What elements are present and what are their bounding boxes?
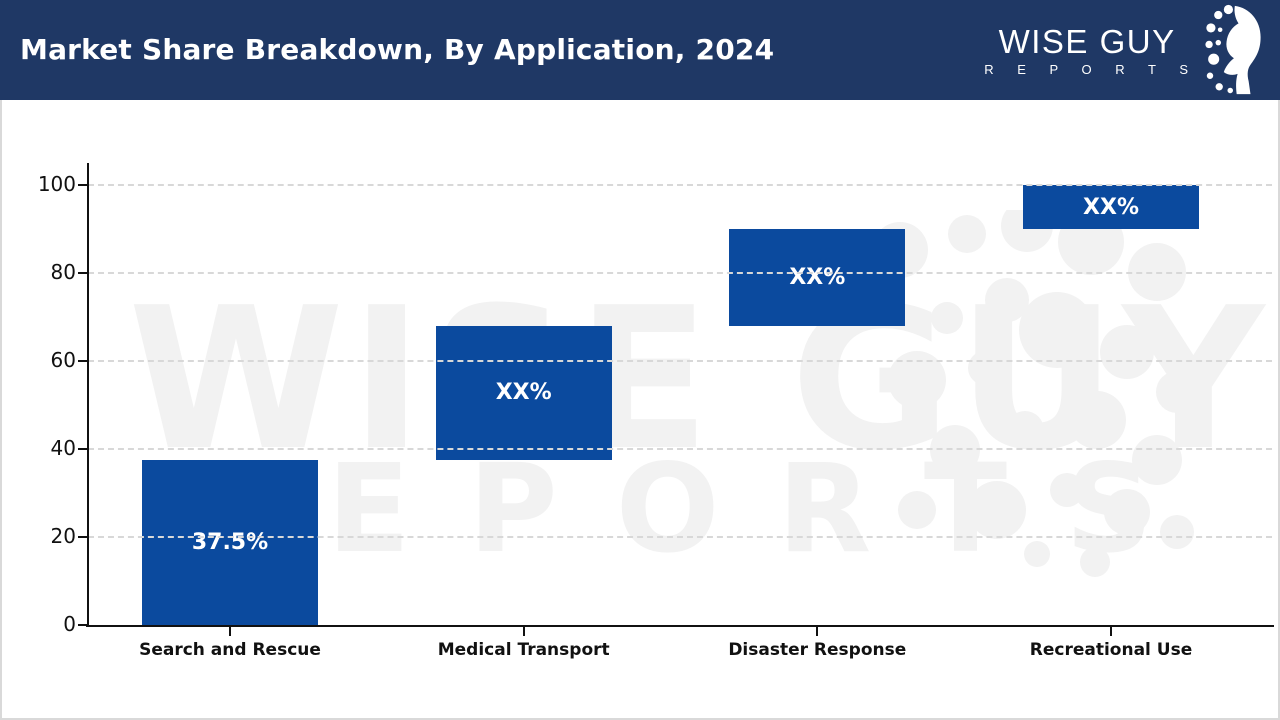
bar-disaster-response: XX% (729, 229, 906, 326)
header-banner: Market Share Breakdown, By Application, … (0, 0, 1280, 100)
logo-name: WISE GUY (998, 22, 1176, 60)
y-tick-label: 80 (50, 260, 76, 284)
x-axis (86, 625, 1274, 627)
logo-tagline: R E P O R T S (984, 61, 1198, 77)
bar-search-and-rescue: 37.5% (142, 460, 318, 625)
gridline-100 (88, 184, 1272, 186)
y-axis (87, 163, 89, 627)
x-category-label: Recreational Use (1029, 640, 1193, 660)
bar-value-label: XX% (495, 380, 552, 406)
page-border-left (0, 100, 2, 720)
gridline-80 (88, 272, 1272, 274)
x-category-label: Disaster Response (728, 640, 907, 660)
bar-value-label: XX% (789, 264, 846, 290)
y-tick-label: 0 (63, 612, 76, 636)
y-tick-label: 40 (50, 436, 76, 460)
bar-recreational-use: XX% (1023, 185, 1199, 229)
watermark-reports: REPORTS (175, 438, 1211, 580)
watermark-dot-head-icon (872, 210, 1198, 577)
y-tick-mark (78, 272, 88, 274)
gridline-60 (88, 360, 1272, 362)
y-tick-label: 20 (50, 524, 76, 548)
x-tick-mark (229, 627, 231, 636)
x-tick-mark (522, 627, 525, 636)
x-category-label: Medical Transport (437, 640, 610, 660)
page-border-right (1278, 100, 1280, 720)
wise-guy-logo: WISE GUY R E P O R T S (976, 4, 1264, 95)
bar-value-label: XX% (1083, 194, 1139, 220)
bar-medical-transport: XX% (435, 325, 612, 460)
y-tick-mark (78, 360, 88, 362)
logo-text: WISE GUY R E P O R T S (976, 25, 1198, 76)
logo-head-icon (1205, 4, 1261, 95)
gridline-20 (88, 536, 1272, 538)
x-category-label: Search and Rescue (139, 640, 321, 660)
y-tick-label: 100 (37, 172, 76, 196)
x-tick-mark (816, 627, 819, 636)
y-tick-mark (78, 448, 88, 450)
y-tick-mark (78, 624, 88, 626)
page-border-bottom (0, 718, 1280, 720)
x-tick-mark (1110, 627, 1112, 636)
y-tick-mark (78, 184, 88, 186)
y-tick-mark (78, 536, 88, 538)
bar-value-label: 37.5% (191, 530, 269, 555)
y-tick-label: 60 (50, 348, 76, 372)
page-title: Market Share Breakdown, By Application, … (20, 33, 775, 66)
gridline-40 (88, 448, 1272, 450)
